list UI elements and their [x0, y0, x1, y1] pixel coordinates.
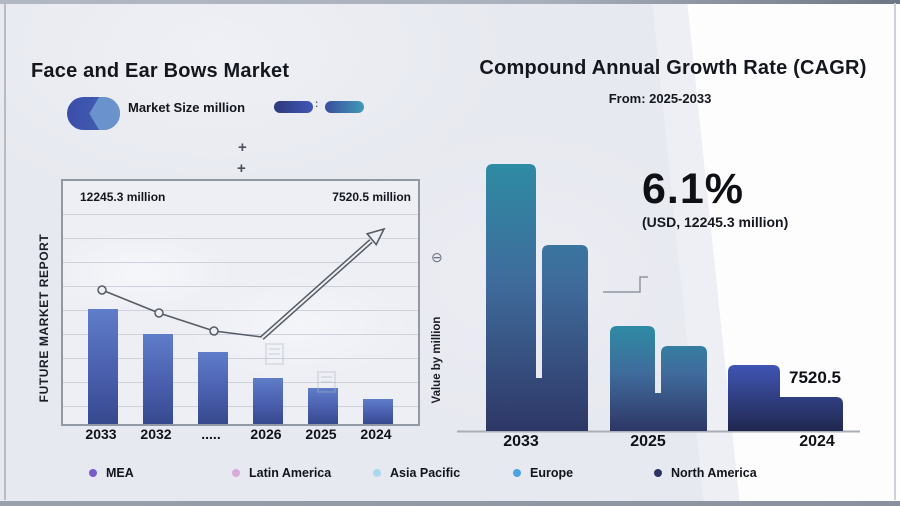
trend-line-chart	[97, 227, 386, 340]
cagr-value: 6.1%	[642, 165, 745, 213]
market-size-pill-icon	[67, 97, 120, 130]
legend-label: Latin America	[249, 466, 332, 480]
gridline	[63, 382, 418, 383]
step-bracket-decoration	[603, 276, 648, 293]
mini-pill-icon-left	[274, 101, 313, 113]
market-size-bar-2024	[363, 399, 393, 424]
legend-item-asia-pacific: Asia Pacific	[373, 466, 460, 480]
callout-7520-label: 7520.5	[789, 368, 841, 387]
cagr-bar-group-2024	[728, 365, 843, 431]
legend-label: North America	[671, 466, 757, 480]
trend-marker	[154, 308, 164, 318]
gridline	[63, 310, 418, 311]
legend-label: Europe	[530, 466, 574, 480]
legend-dot-icon	[513, 469, 521, 477]
market-size-bar-2032	[143, 334, 173, 424]
trend-marker	[209, 326, 219, 336]
cagr-x-tick-label: 2024	[799, 433, 835, 450]
legend-dot-icon	[89, 469, 97, 477]
market-size-chart: 12245.3 million 7520.5 million	[61, 179, 420, 426]
market-size-label: Market Size million	[128, 100, 246, 115]
mini-pill-icon-right	[325, 101, 364, 113]
cagr-bar-group-2025	[610, 326, 707, 431]
cagr-usd-note: (USD, 12245.3 million)	[642, 214, 789, 230]
left-x-tick-label: 2033	[85, 426, 117, 442]
market-size-bar-.....	[198, 352, 228, 424]
left-x-tick-label: 2025	[305, 426, 337, 442]
legend-item-europe: Europe	[513, 466, 573, 480]
cagr-bar-chart	[457, 164, 860, 433]
end-value-label: 7520.5 million	[332, 190, 411, 204]
gridline	[63, 286, 418, 287]
clipboard-watermark-icon	[265, 343, 284, 365]
trend-marker	[97, 285, 107, 295]
market-size-bar-2026	[253, 378, 283, 424]
frame-left-border	[4, 3, 6, 500]
cagr-x-tick-label: 2025	[630, 433, 666, 450]
legend-item-north-america: North America	[654, 466, 757, 480]
gridline	[63, 238, 418, 239]
legend-item-mea: MEA	[89, 466, 134, 480]
page-title: Face and Ear Bows Market	[31, 60, 290, 82]
legend-label: Asia Pacific	[390, 466, 461, 480]
legend-dot-icon	[373, 469, 381, 477]
plus-mark-icon: +	[238, 139, 247, 156]
left-chart-bars	[63, 181, 418, 424]
growth-arrow-head	[365, 227, 386, 247]
left-x-tick-label: 2032	[140, 426, 172, 442]
gridline	[63, 214, 418, 215]
legend-label: MEA	[106, 466, 134, 480]
market-size-bar-2033	[88, 309, 118, 424]
cagr-title: Compound Annual Growth Rate (CAGR)	[479, 57, 867, 79]
clipboard-watermark-icon	[317, 371, 336, 393]
left-x-tick-label: .....	[201, 426, 221, 442]
frame-top-border	[0, 0, 900, 4]
frame-bottom-border	[0, 501, 900, 506]
left-axis-title-future-market-report: FUTURE MARKET REPORT	[37, 233, 51, 403]
left-x-tick-label: 2026	[250, 426, 282, 442]
plus-mark-icon: +	[237, 160, 246, 177]
legend-item-latin-america: Latin America	[232, 466, 331, 480]
legend-dot-icon	[232, 469, 240, 477]
value-by-million-axis-label: Value by million	[431, 316, 443, 404]
frame-right-border	[894, 3, 896, 500]
legend-dot-icon	[654, 469, 662, 477]
circled-minus-icon: ⊖	[431, 249, 443, 265]
pill-colon-separator: :	[315, 99, 319, 110]
market-size-bar-2025	[308, 388, 338, 424]
left-x-tick-label: 2024	[360, 426, 392, 442]
cagr-period-subtitle: From: 2025-2033	[608, 91, 712, 106]
pill-hexagon-overlay-icon	[89, 97, 120, 130]
gridline	[63, 358, 418, 359]
cagr-x-tick-label: 2033	[503, 433, 539, 450]
start-value-label: 12245.3 million	[80, 190, 166, 204]
gridline	[63, 262, 418, 263]
gridline	[63, 406, 418, 407]
cagr-bar-group-2033	[486, 164, 588, 431]
